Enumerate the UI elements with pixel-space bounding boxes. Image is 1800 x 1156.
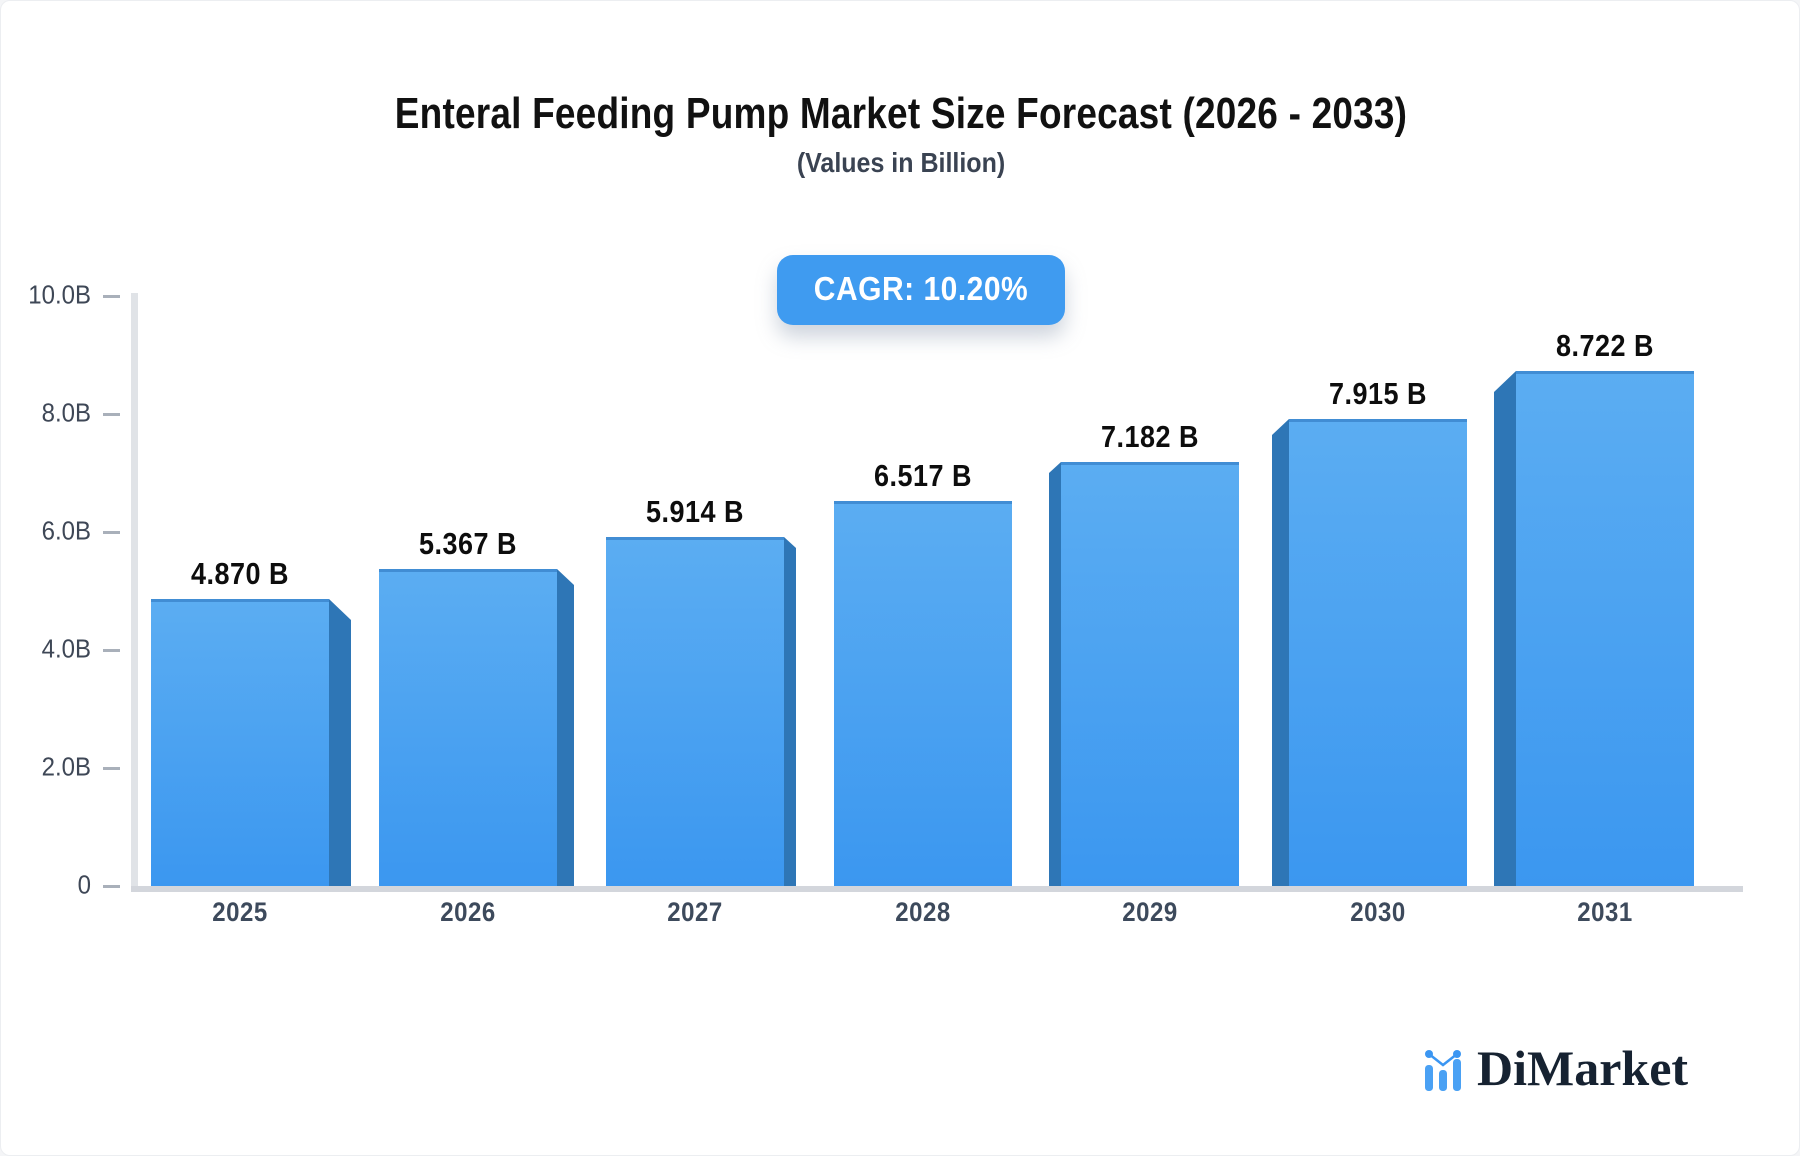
- y-axis-tick-label: 2.0B: [41, 752, 91, 783]
- bar-body: [1289, 419, 1467, 886]
- chart-subtitle: (Values in Billion): [796, 147, 1006, 179]
- y-axis-tick-mark: [103, 531, 120, 534]
- bar-value-label: 4.870 B: [190, 557, 290, 591]
- bar-2029: [1049, 462, 1239, 886]
- bar-2025: [151, 599, 351, 886]
- y-axis-tick-mark: [103, 885, 120, 888]
- bar-value-label: 5.367 B: [418, 527, 518, 561]
- bar-chart-logo-icon: [1425, 1050, 1461, 1091]
- bar-body: [1516, 371, 1694, 886]
- logo-bar-middle: [1439, 1070, 1447, 1091]
- y-axis-tick-label: 0: [77, 870, 91, 901]
- bar-3d-side-face: [329, 599, 351, 886]
- bar-2031: [1494, 371, 1694, 886]
- bar-value-label: 8.722 B: [1555, 329, 1655, 363]
- y-axis-tick-label: 4.0B: [41, 634, 91, 665]
- bar-2030: [1272, 419, 1467, 886]
- bar-3d-side-face: [1494, 371, 1516, 886]
- y-axis-tick-mark: [103, 413, 120, 416]
- bar-3d-side-face: [784, 537, 796, 886]
- bar-2026: [379, 569, 574, 886]
- bar-2027: [606, 537, 796, 886]
- bar-2028: [834, 501, 1012, 886]
- x-axis-line: [131, 886, 1743, 892]
- bar-value-label: 7.182 B: [1100, 420, 1200, 454]
- cagr-badge-label: CAGR: 10.20%: [813, 271, 1029, 308]
- bar-body: [834, 501, 1012, 886]
- bar-3d-side-face: [1272, 419, 1289, 886]
- x-axis-label: 2029: [1122, 897, 1178, 928]
- bar-body: [379, 569, 557, 886]
- bar-value-label: 5.914 B: [645, 495, 745, 529]
- bar-body: [1061, 462, 1239, 886]
- bar-body: [606, 537, 784, 886]
- y-axis-tick-label: 6.0B: [41, 516, 91, 547]
- y-axis-tick-label: 8.0B: [41, 398, 91, 429]
- y-axis-tick-mark: [103, 767, 120, 770]
- logo-bar-left: [1425, 1065, 1433, 1091]
- logo-trend-line: [1428, 1053, 1458, 1067]
- bar-value-label: 7.915 B: [1328, 377, 1428, 411]
- bar-body: [151, 599, 329, 886]
- bar-3d-side-face: [557, 569, 574, 886]
- brand-logo: DiMarket: [1425, 1040, 1689, 1096]
- cagr-badge: CAGR: 10.20%: [777, 255, 1065, 325]
- y-axis-tick-mark: [103, 649, 120, 652]
- x-axis-label: 2031: [1577, 897, 1633, 928]
- bar-value-label: 6.517 B: [873, 459, 973, 493]
- brand-name: DiMarket: [1477, 1040, 1689, 1096]
- x-axis-label: 2030: [1350, 897, 1406, 928]
- y-axis-tick-mark: [103, 295, 120, 298]
- x-axis-label: 2026: [440, 897, 496, 928]
- x-axis-label: 2025: [212, 897, 268, 928]
- x-axis-label: 2028: [895, 897, 951, 928]
- chart-title: Enteral Feeding Pump Market Size Forecas…: [394, 89, 1408, 138]
- logo-dot-right: [1453, 1050, 1461, 1058]
- y-axis-line: [131, 293, 138, 892]
- y-axis-tick-label: 10.0B: [28, 280, 91, 311]
- bar-3d-side-face: [1049, 462, 1061, 886]
- x-axis-label: 2027: [667, 897, 723, 928]
- logo-dot-left: [1425, 1050, 1433, 1058]
- logo-bar-right: [1453, 1059, 1461, 1091]
